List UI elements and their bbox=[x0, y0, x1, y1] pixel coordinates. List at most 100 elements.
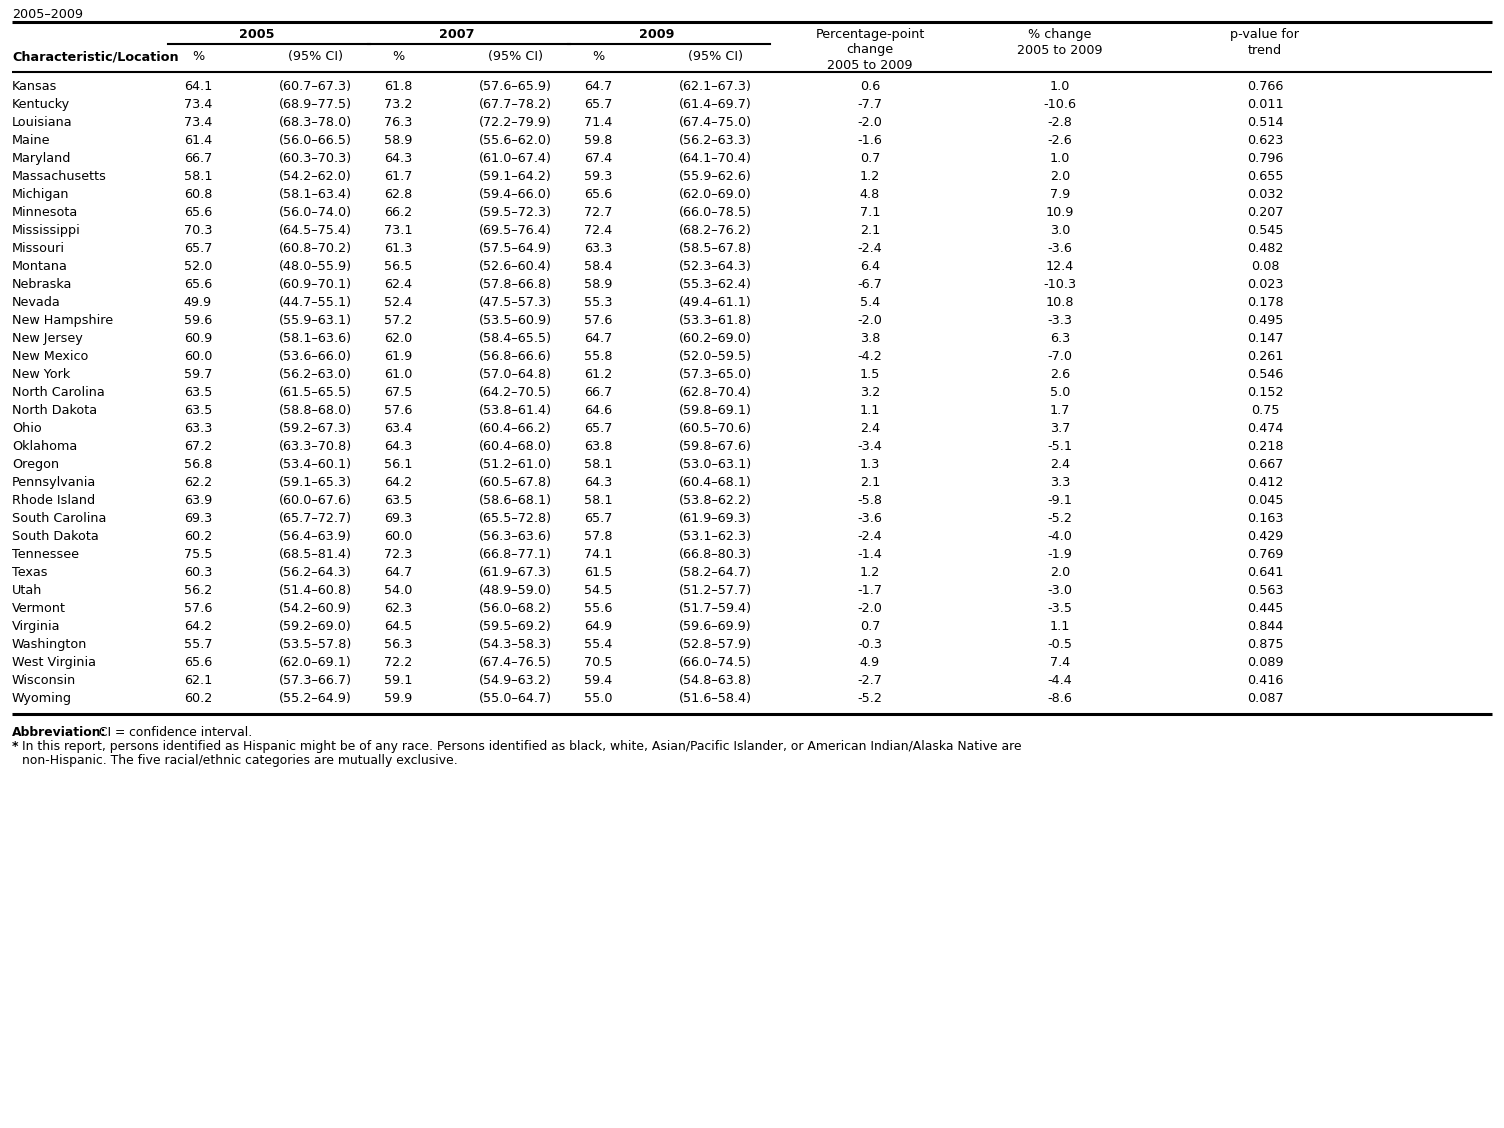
Text: (54.8–63.8): (54.8–63.8) bbox=[678, 675, 752, 687]
Text: *: * bbox=[12, 740, 18, 754]
Text: Massachusetts: Massachusetts bbox=[12, 170, 107, 183]
Text: Wyoming: Wyoming bbox=[12, 691, 72, 705]
Text: (58.6–68.1): (58.6–68.1) bbox=[478, 494, 552, 506]
Text: 56.8: 56.8 bbox=[183, 458, 212, 472]
Text: 0.655: 0.655 bbox=[1247, 170, 1283, 183]
Text: (56.0–74.0): (56.0–74.0) bbox=[278, 206, 352, 219]
Text: (59.8–67.6): (59.8–67.6) bbox=[678, 440, 752, 453]
Text: 10.9: 10.9 bbox=[1045, 206, 1074, 219]
Text: 0.045: 0.045 bbox=[1247, 494, 1283, 506]
Text: 64.1: 64.1 bbox=[183, 80, 212, 92]
Text: Nebraska: Nebraska bbox=[12, 277, 72, 291]
Text: Kansas: Kansas bbox=[12, 80, 57, 92]
Text: 2.0: 2.0 bbox=[1050, 170, 1071, 183]
Text: -2.0: -2.0 bbox=[857, 602, 883, 615]
Text: 60.0: 60.0 bbox=[384, 530, 412, 543]
Text: -10.3: -10.3 bbox=[1044, 277, 1077, 291]
Text: -5.1: -5.1 bbox=[1047, 440, 1072, 453]
Text: Abbreviation:: Abbreviation: bbox=[12, 726, 107, 739]
Text: 72.3: 72.3 bbox=[384, 548, 412, 561]
Text: 63.4: 63.4 bbox=[384, 422, 412, 435]
Text: 65.6: 65.6 bbox=[584, 188, 612, 201]
Text: 0.641: 0.641 bbox=[1247, 566, 1283, 579]
Text: New Jersey: New Jersey bbox=[12, 332, 83, 345]
Text: Texas: Texas bbox=[12, 566, 48, 579]
Text: 64.3: 64.3 bbox=[584, 476, 612, 490]
Text: 1.1: 1.1 bbox=[860, 404, 880, 417]
Text: -1.6: -1.6 bbox=[857, 134, 883, 147]
Text: 0.482: 0.482 bbox=[1247, 243, 1283, 255]
Text: 67.4: 67.4 bbox=[584, 152, 612, 165]
Text: (53.1–62.3): (53.1–62.3) bbox=[678, 530, 752, 543]
Text: -0.5: -0.5 bbox=[1047, 638, 1072, 651]
Text: (69.5–76.4): (69.5–76.4) bbox=[478, 224, 552, 237]
Text: 2.4: 2.4 bbox=[860, 422, 880, 435]
Text: North Carolina: North Carolina bbox=[12, 386, 105, 399]
Text: 60.2: 60.2 bbox=[183, 691, 212, 705]
Text: Rhode Island: Rhode Island bbox=[12, 494, 95, 506]
Text: 55.6: 55.6 bbox=[584, 602, 612, 615]
Text: (49.4–61.1): (49.4–61.1) bbox=[678, 296, 752, 309]
Text: 0.147: 0.147 bbox=[1247, 332, 1283, 345]
Text: -2.0: -2.0 bbox=[857, 116, 883, 129]
Text: (56.8–66.6): (56.8–66.6) bbox=[478, 350, 552, 363]
Text: -7.7: -7.7 bbox=[857, 98, 883, 111]
Text: 4.9: 4.9 bbox=[860, 656, 880, 669]
Text: 3.8: 3.8 bbox=[860, 332, 880, 345]
Text: (58.1–63.4): (58.1–63.4) bbox=[278, 188, 352, 201]
Text: (57.3–66.7): (57.3–66.7) bbox=[278, 675, 352, 687]
Text: 2.4: 2.4 bbox=[1050, 458, 1069, 472]
Text: Minnesota: Minnesota bbox=[12, 206, 78, 219]
Text: 66.2: 66.2 bbox=[384, 206, 412, 219]
Text: (58.8–68.0): (58.8–68.0) bbox=[278, 404, 352, 417]
Text: (59.6–69.9): (59.6–69.9) bbox=[678, 620, 752, 633]
Text: (53.5–57.8): (53.5–57.8) bbox=[278, 638, 352, 651]
Text: 63.3: 63.3 bbox=[183, 422, 212, 435]
Text: 2007: 2007 bbox=[439, 28, 474, 41]
Text: (53.6–66.0): (53.6–66.0) bbox=[278, 350, 352, 363]
Text: (60.2–69.0): (60.2–69.0) bbox=[678, 332, 752, 345]
Text: (60.5–67.8): (60.5–67.8) bbox=[478, 476, 552, 490]
Text: 0.429: 0.429 bbox=[1247, 530, 1283, 543]
Text: -2.7: -2.7 bbox=[857, 675, 883, 687]
Text: 59.6: 59.6 bbox=[183, 314, 212, 327]
Text: 63.5: 63.5 bbox=[183, 404, 212, 417]
Text: 0.875: 0.875 bbox=[1247, 638, 1283, 651]
Text: (62.8–70.4): (62.8–70.4) bbox=[678, 386, 752, 399]
Text: (58.2–64.7): (58.2–64.7) bbox=[678, 566, 752, 579]
Text: 0.089: 0.089 bbox=[1247, 656, 1283, 669]
Text: 74.1: 74.1 bbox=[584, 548, 612, 561]
Text: -4.0: -4.0 bbox=[1048, 530, 1072, 543]
Text: 10.8: 10.8 bbox=[1045, 296, 1074, 309]
Text: 1.0: 1.0 bbox=[1050, 152, 1071, 165]
Text: 58.1: 58.1 bbox=[183, 170, 212, 183]
Text: (66.0–78.5): (66.0–78.5) bbox=[678, 206, 752, 219]
Text: 0.474: 0.474 bbox=[1247, 422, 1283, 435]
Text: (56.3–63.6): (56.3–63.6) bbox=[478, 530, 552, 543]
Text: Characteristic/Location: Characteristic/Location bbox=[12, 50, 179, 63]
Text: (60.9–70.1): (60.9–70.1) bbox=[278, 277, 352, 291]
Text: 65.6: 65.6 bbox=[183, 656, 212, 669]
Text: (48.9–59.0): (48.9–59.0) bbox=[478, 584, 552, 597]
Text: (56.2–64.3): (56.2–64.3) bbox=[278, 566, 352, 579]
Text: New York: New York bbox=[12, 368, 71, 381]
Text: (51.7–59.4): (51.7–59.4) bbox=[678, 602, 752, 615]
Text: 73.2: 73.2 bbox=[384, 98, 412, 111]
Text: -4.2: -4.2 bbox=[857, 350, 883, 363]
Text: (51.4–60.8): (51.4–60.8) bbox=[278, 584, 352, 597]
Text: Ohio: Ohio bbox=[12, 422, 42, 435]
Text: (55.2–64.9): (55.2–64.9) bbox=[278, 691, 352, 705]
Text: (52.0–59.5): (52.0–59.5) bbox=[678, 350, 752, 363]
Text: 0.412: 0.412 bbox=[1247, 476, 1283, 490]
Text: 0.7: 0.7 bbox=[860, 620, 880, 633]
Text: 0.152: 0.152 bbox=[1247, 386, 1283, 399]
Text: 60.8: 60.8 bbox=[183, 188, 212, 201]
Text: %: % bbox=[393, 50, 405, 63]
Text: (51.2–61.0): (51.2–61.0) bbox=[478, 458, 552, 472]
Text: Louisiana: Louisiana bbox=[12, 116, 72, 129]
Text: 0.178: 0.178 bbox=[1247, 296, 1283, 309]
Text: (58.4–65.5): (58.4–65.5) bbox=[478, 332, 552, 345]
Text: 65.7: 65.7 bbox=[584, 98, 612, 111]
Text: (68.9–77.5): (68.9–77.5) bbox=[278, 98, 352, 111]
Text: 0.796: 0.796 bbox=[1247, 152, 1283, 165]
